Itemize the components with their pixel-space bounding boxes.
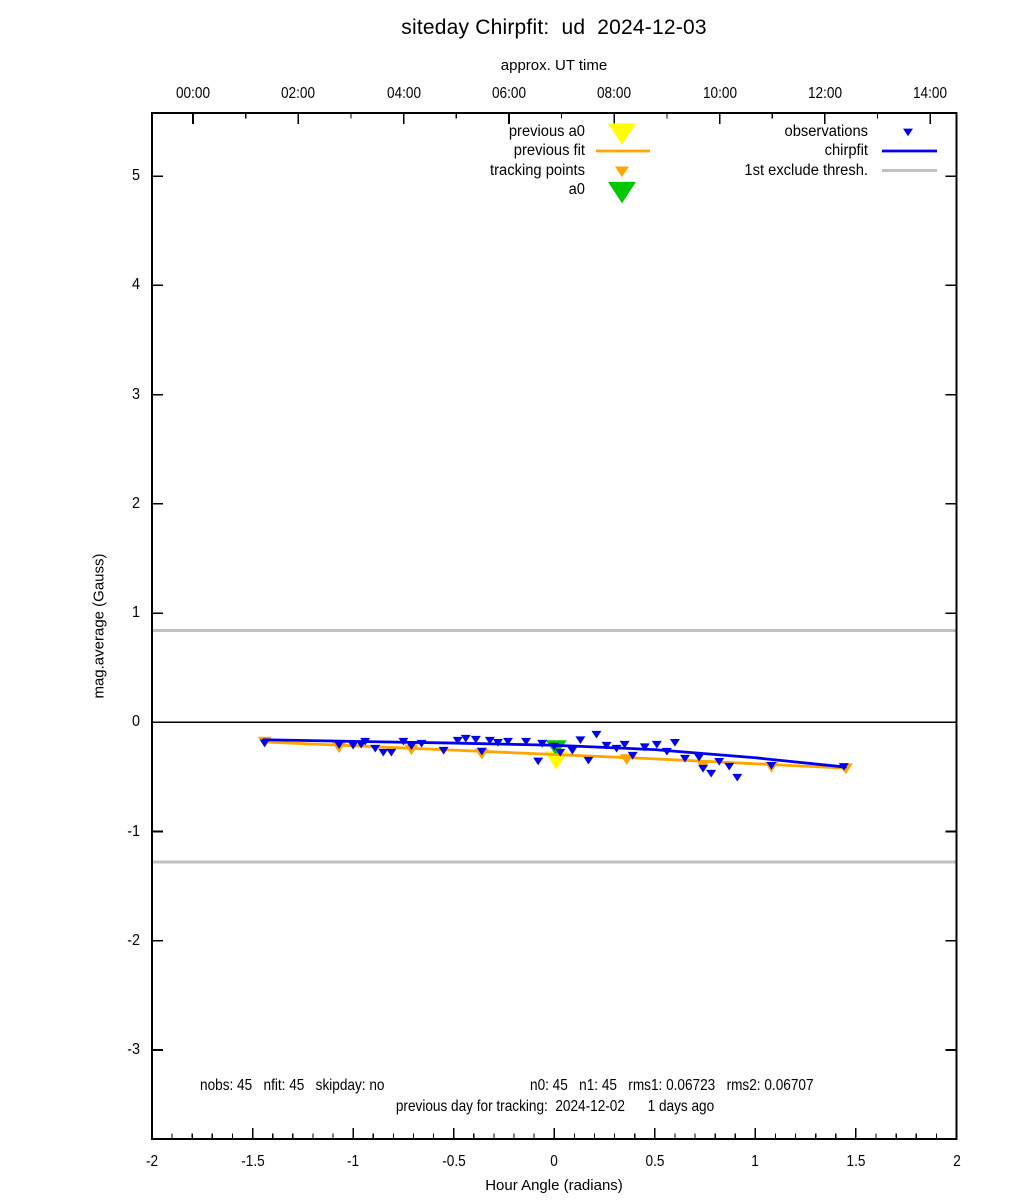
chart-title: siteday Chirpfit: ud 2024-12-03 [401,16,707,39]
stats-line2: previous day for tracking: 2024-12-02 1 … [395,1098,715,1115]
x-tick-label: 1.5 [846,1153,866,1170]
observation-marker [259,739,270,748]
observation-marker [406,742,417,750]
legend-label-chirpfit: chirpfit [824,142,868,159]
observation-marker [601,741,612,750]
observation-marker [378,748,389,757]
observation-marker [724,762,735,771]
legend-label-previous-fit: previous fit [513,142,585,159]
y-tick-label: 2 [131,494,140,512]
observation-marker [838,763,849,771]
x-tick-label: -0.5 [441,1153,466,1170]
x-tick-label: -1.5 [240,1153,265,1170]
observation-marker [537,739,548,748]
x2-tick-label: 08:00 [597,85,632,102]
observation-marker [484,736,495,745]
legend-sample-triangle-large-green [608,181,636,204]
observation-marker [661,747,672,756]
x2-tick-label: 10:00 [702,85,737,102]
x2-tick-label: 06:00 [491,85,526,102]
observation-marker [706,769,717,778]
observation-marker [386,748,397,757]
y-tick-label: 0 [131,713,140,731]
observation-marker [669,738,680,747]
tracking-marker [619,754,634,765]
observation-marker [360,737,371,746]
y-tick-label: 4 [131,276,140,294]
legend-sample-triangle-small-orange [615,166,629,178]
observation-marker [639,743,650,752]
observation-marker [438,746,449,755]
x2-tick-label: 12:00 [807,85,842,102]
observation-marker [766,761,777,770]
y-tick-label: 5 [131,167,140,185]
observation-marker [611,744,622,753]
y-tick-label: 1 [131,604,140,622]
x2-tick-label: 14:00 [913,85,948,102]
observation-marker [627,751,638,760]
x2-tick-label: 02:00 [281,85,316,102]
legend-sample-triangle-large-yellow [608,123,636,145]
y-tick-label: 3 [131,385,140,403]
observation-marker [533,757,544,766]
y-axis-title: mag.average (Gauss) [90,553,108,699]
legend-label-previous-a0: previous a0 [508,122,585,140]
observation-marker [460,734,471,743]
stats-line1-right: n0: 45 n1: 45 rms1: 0.06723 rms2: 0.0670… [530,1077,814,1094]
y-tick-label: -1 [127,822,140,840]
legend-label-1st-exclude-thresh-: 1st exclude thresh. [744,161,868,179]
observation-marker [567,746,578,755]
plot-border [151,112,958,1140]
legend-label-observations: observations [784,122,868,140]
x-tick-label: 2 [952,1153,961,1170]
x-tick-label: 0 [550,1153,559,1170]
observation-marker [591,730,602,739]
y-tick-label: -2 [127,931,140,949]
x-tick-label: 0.5 [645,1153,665,1170]
legend-label-a0: a0 [568,181,585,198]
x-axis-title: Hour Angle (radians) [485,1177,623,1194]
observation-marker [583,756,594,765]
observation-marker [348,741,359,750]
observation-marker [714,757,725,766]
top-axis-title: approx. UT time [500,57,608,74]
observation-marker [549,742,560,751]
x2-tick-label: 00:00 [175,85,211,102]
observation-marker [732,773,743,782]
legend-label-tracking-points: tracking points [490,161,585,179]
x2-tick-label: 04:00 [386,85,421,102]
legend-sample-triangle-tiny-blue [903,128,913,137]
observation-marker [694,753,705,762]
observation-marker [679,754,690,763]
observation-marker [334,741,345,749]
observation-marker [575,736,586,744]
observation-marker [698,764,709,773]
x-tick-label: 1 [751,1153,760,1170]
observation-marker [555,748,566,757]
observation-marker [452,736,463,745]
x-tick-label: -2 [145,1153,159,1170]
observation-marker [521,737,532,746]
observation-marker [370,744,381,753]
stats-line1-left: nobs: 45 nfit: 45 skipday: no [200,1077,385,1094]
observation-marker [492,738,503,747]
observation-marker [470,735,481,744]
y-tick-label: -3 [127,1040,140,1058]
observation-marker [398,737,409,746]
observation-marker [619,740,630,749]
observation-marker [502,737,513,746]
observation-marker [416,739,427,748]
observation-marker [651,740,662,749]
observation-marker [476,747,487,756]
x-tick-label: -1 [347,1153,360,1170]
